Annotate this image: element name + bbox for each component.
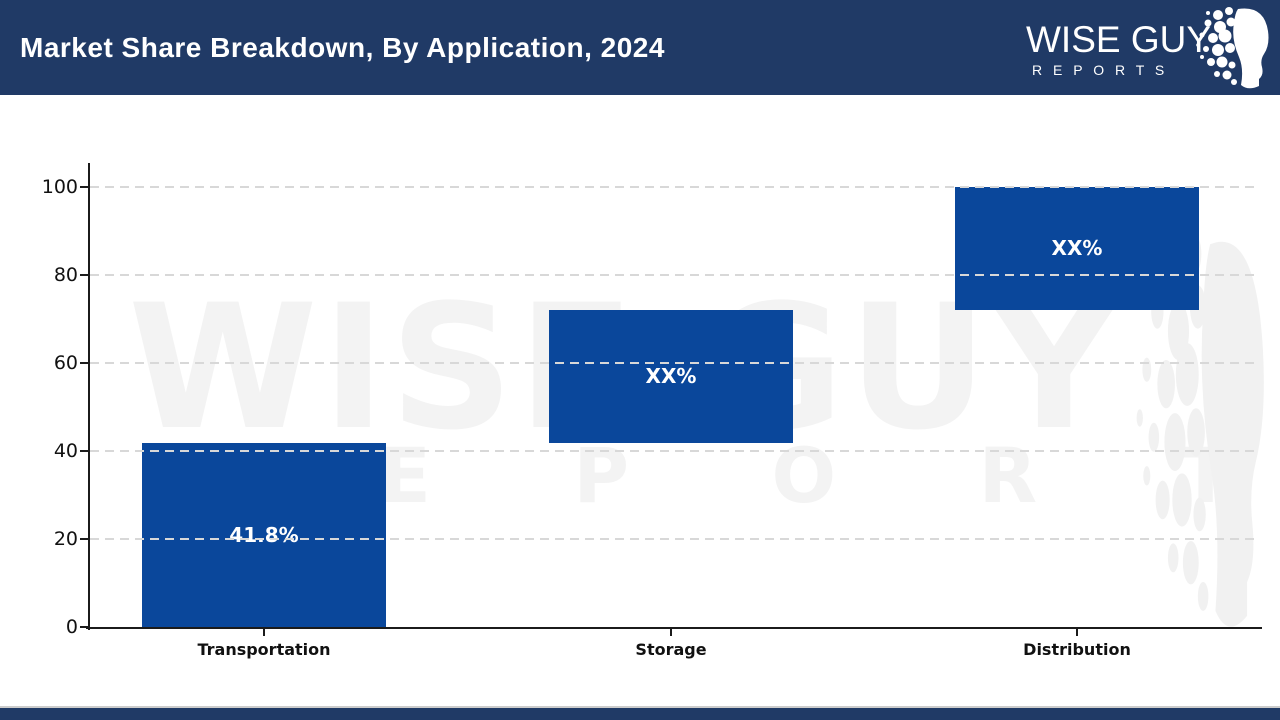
bar-storage: XX% [549,309,793,444]
chart-title: Market Share Breakdown, By Application, … [20,31,665,63]
x-axis-label-distribution: Distribution [1023,640,1131,659]
header-bar: Market Share Breakdown, By Application, … [0,0,1280,95]
wise-guy-reports-logo: WISE GUY R E P O R T S [1026,7,1269,89]
bar-transportation: 41.8% [142,443,386,627]
y-tick-mark-20 [80,538,88,540]
x-axis-line [86,627,1262,629]
y-tick-label-100: 100 [41,176,78,198]
bar-distribution: XX% [955,187,1199,310]
y-tick-mark-60 [80,362,88,364]
logo-subtitle: R E P O R T S [1032,62,1168,78]
y-tick-mark-40 [80,450,88,452]
y-tick-label-80: 80 [53,264,78,286]
y-tick-label-40: 40 [53,440,78,462]
logo-dotted-face-icon [1196,7,1269,89]
gridline-100 [90,186,1256,188]
x-axis-label-storage: Storage [635,640,707,659]
logo-wordmark: WISE GUY [1026,19,1211,60]
y-tick-mark-100 [80,186,88,188]
x-tick-mark-storage [670,629,672,636]
bar-value-label-distribution: XX% [1051,236,1103,261]
gridline-20 [90,538,1256,540]
y-tick-label-0: 0 [65,616,78,638]
footer-bar [0,706,1280,720]
y-tick-mark-80 [80,274,88,276]
y-tick-mark-0 [80,626,88,628]
bar-value-label-storage: XX% [645,364,697,389]
y-axis-line [88,163,90,630]
bar-value-label-transportation: 41.8% [229,523,299,548]
y-tick-label-60: 60 [53,352,78,374]
x-tick-mark-distribution [1076,629,1078,636]
gridline-40 [90,450,1256,452]
gridline-80 [90,274,1256,276]
x-axis-label-transportation: Transportation [197,640,331,659]
gridline-60 [90,362,1256,364]
x-tick-mark-transportation [263,629,265,636]
y-tick-label-20: 20 [53,528,78,550]
